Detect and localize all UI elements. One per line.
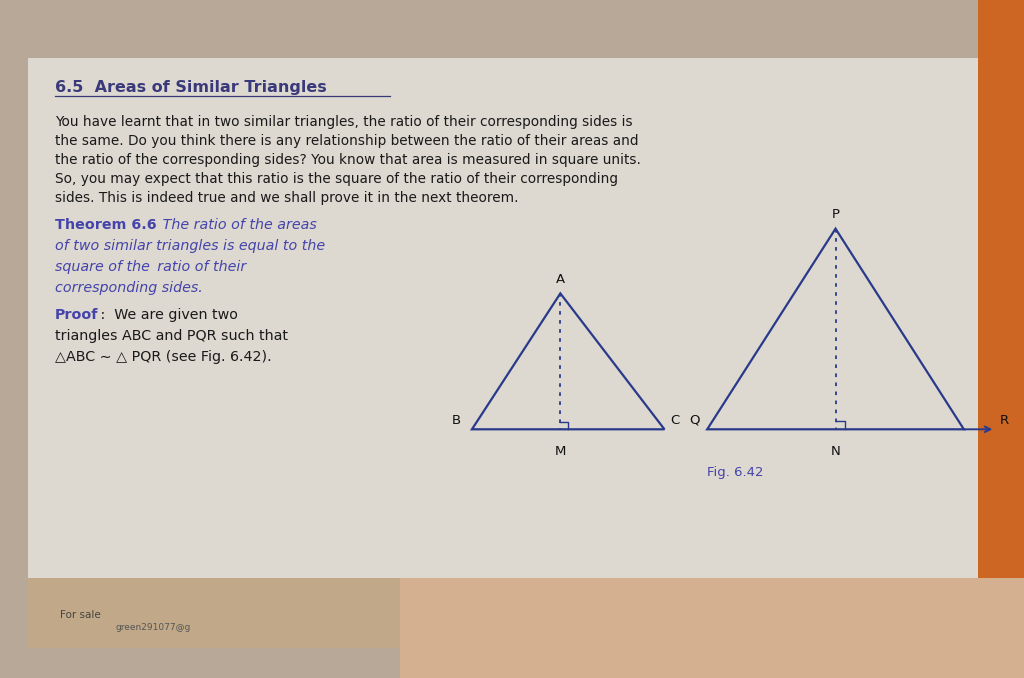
Text: A: A (556, 273, 565, 285)
Text: C: C (670, 414, 679, 426)
Text: B: B (452, 414, 461, 426)
Text: :  We are given two: : We are given two (96, 308, 238, 322)
Text: of two similar triangles is equal to the: of two similar triangles is equal to the (55, 239, 326, 253)
Text: :  The ratio of the areas: : The ratio of the areas (146, 218, 316, 232)
Text: So, you may expect that this ratio is the square of the ratio of their correspon: So, you may expect that this ratio is th… (55, 172, 618, 186)
Text: M: M (555, 445, 566, 458)
Text: R: R (999, 414, 1009, 426)
Text: triangles ABC and PQR such that: triangles ABC and PQR such that (55, 329, 288, 343)
FancyBboxPatch shape (28, 58, 978, 648)
Text: corresponding sides.: corresponding sides. (55, 281, 203, 295)
Text: square of the  ratio of their: square of the ratio of their (55, 260, 246, 274)
Text: the same. Do you think there is any relationship between the ratio of their area: the same. Do you think there is any rela… (55, 134, 639, 148)
Text: N: N (830, 445, 841, 458)
Text: P: P (831, 208, 840, 221)
Text: △ABC ∼ △ PQR (see Fig. 6.42).: △ABC ∼ △ PQR (see Fig. 6.42). (55, 350, 271, 364)
Text: green291077@g: green291077@g (115, 623, 190, 632)
FancyBboxPatch shape (978, 0, 1024, 648)
Text: the ratio of the corresponding sides? You know that area is measured in square u: the ratio of the corresponding sides? Yo… (55, 153, 641, 167)
Text: You have learnt that in two similar triangles, the ratio of their corresponding : You have learnt that in two similar tria… (55, 115, 633, 129)
Text: 6.5  Areas of Similar Triangles: 6.5 Areas of Similar Triangles (55, 80, 327, 95)
Text: sides. This is indeed true and we shall prove it in the next theorem.: sides. This is indeed true and we shall … (55, 191, 518, 205)
Text: Fig. 6.42: Fig. 6.42 (708, 466, 764, 479)
Text: Proof: Proof (55, 308, 98, 322)
Text: Q: Q (689, 414, 700, 426)
Text: Theorem 6.6: Theorem 6.6 (55, 218, 157, 232)
Polygon shape (400, 578, 1024, 678)
Polygon shape (28, 578, 978, 648)
Text: For sale: For sale (60, 610, 100, 620)
